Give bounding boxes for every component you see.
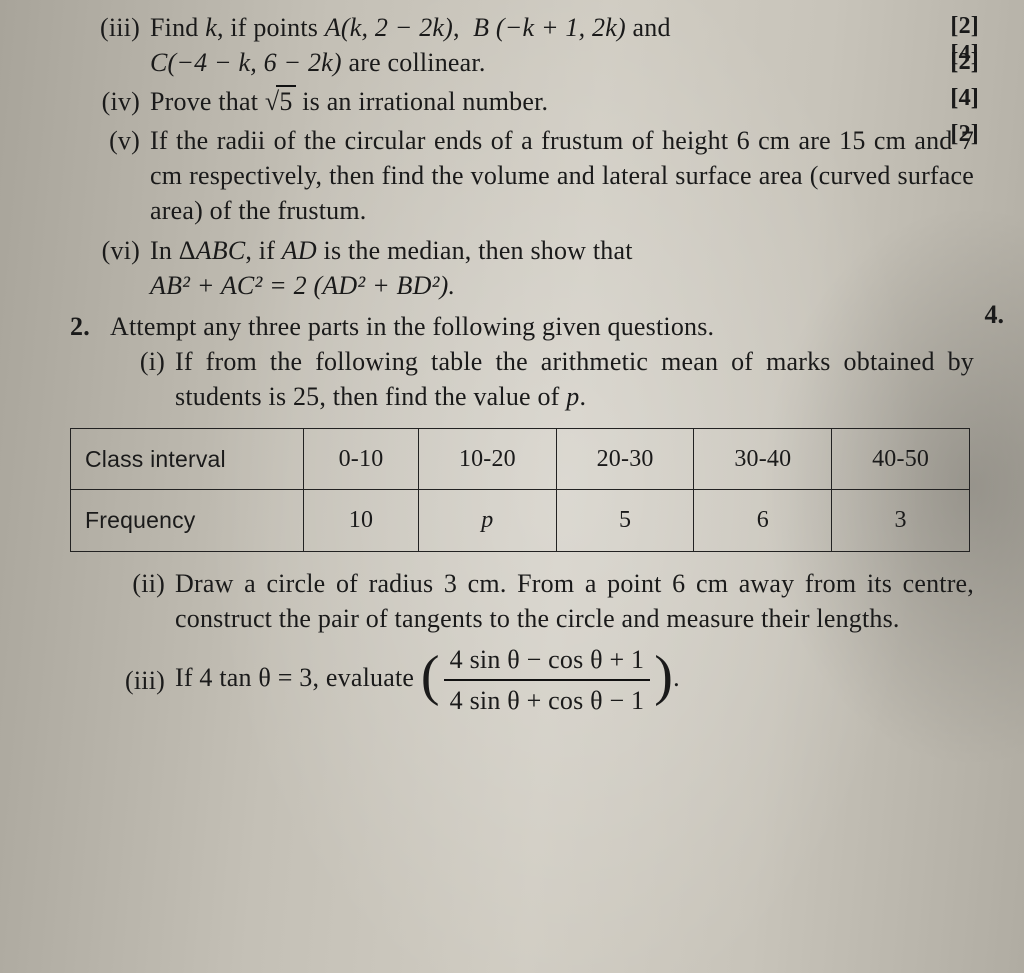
t: is the median, then show that <box>317 236 633 265</box>
AD: AD <box>282 236 317 265</box>
frac-den: 4 sin θ + cos θ − 1 <box>444 681 651 718</box>
pt-A: A(k, 2 − 2k) <box>325 13 453 42</box>
cell: 6 <box>694 490 832 551</box>
cell: 3 <box>832 490 970 551</box>
lparen-icon: ( <box>421 645 440 707</box>
q1-iv-body: Prove that √5 is an irrational number. [… <box>150 84 974 119</box>
rparen-icon: ) <box>654 645 673 707</box>
dot: . <box>579 382 586 411</box>
q2-lead-text: Attempt any three parts in the following… <box>110 309 974 344</box>
roman-iii2: (iii) <box>110 663 175 698</box>
sqrt-icon: √5 <box>265 84 296 119</box>
q2-i-body: If from the following table the arithmet… <box>175 344 974 414</box>
roman-iii: (iii) <box>70 10 150 80</box>
q1-vi-body: In ΔABC, if AD is the median, then show … <box>150 233 974 303</box>
rowhead-freq: Frequency <box>71 490 304 551</box>
q1-v-body: If the radii of the circular ends of a f… <box>150 123 974 228</box>
roman-i: (i) <box>110 344 175 414</box>
t: Draw a circle of radius 3 cm. From a poi… <box>175 569 974 633</box>
roman-vi: (vi) <box>70 233 150 303</box>
pt-B: B (−k + 1, 2k) <box>473 13 626 42</box>
margin-question-num: 4. <box>985 300 1005 330</box>
t: If 4 tan θ = 3, evaluate <box>175 663 421 692</box>
fraction: 4 sin θ − cos θ + 14 sin θ + cos θ − 1 <box>444 642 651 718</box>
rowhead-class: Class interval <box>71 429 304 490</box>
eq: AB² + AC² = 2 (AD² + BD²). <box>150 271 455 300</box>
t: Prove that <box>150 87 265 116</box>
radicand: 5 <box>276 85 295 116</box>
cell: 0-10 <box>304 429 419 490</box>
q1-iii-body: Find k, if points A(k, 2 − 2k), B (−k + … <box>150 10 974 80</box>
t: is an irrational number. <box>296 87 549 116</box>
cell: 20-30 <box>556 429 694 490</box>
roman-v: (v) <box>70 123 150 228</box>
table-row: Frequency 10 p 5 6 3 <box>71 490 970 551</box>
var-p: p <box>566 382 579 411</box>
q2-num: 2. <box>70 309 110 344</box>
t: In Δ <box>150 236 196 265</box>
frequency-table: Class interval 0-10 10-20 20-30 30-40 40… <box>70 428 970 552</box>
cell-p: p <box>419 490 557 551</box>
ABC: ABC <box>196 236 246 265</box>
q2-iii: (iii) If 4 tan θ = 3, evaluate (4 sin θ … <box>70 642 974 718</box>
t: , if points <box>217 13 325 42</box>
roman-iv: (iv) <box>70 84 150 119</box>
roman-ii: (ii) <box>110 566 175 636</box>
q2-iii-body: If 4 tan θ = 3, evaluate (4 sin θ − cos … <box>175 642 974 718</box>
t: and <box>626 13 671 42</box>
q1-iv: (iv) Prove that √5 is an irrational numb… <box>70 84 974 119</box>
frac-num: 4 sin θ − cos θ + 1 <box>444 642 651 681</box>
q2-i: (i) If from the following table the arit… <box>70 344 974 414</box>
q1-iii: (iii) Find k, if points A(k, 2 − 2k), B … <box>70 10 974 80</box>
pt-C: C(−4 − k, 6 − 2k) <box>150 48 342 77</box>
q2-ii: (ii) Draw a circle of radius 3 cm. From … <box>70 566 974 636</box>
t: Find <box>150 13 205 42</box>
var-k: k <box>205 13 217 42</box>
q2-ii-body: Draw a circle of radius 3 cm. From a poi… <box>175 566 974 636</box>
q2-lead: 2. Attempt any three parts in the follow… <box>70 309 974 344</box>
marks-v: [2] <box>950 118 979 150</box>
dot: . <box>673 663 680 692</box>
cell: 10-20 <box>419 429 557 490</box>
q1-v: (v) If the radii of the circular ends of… <box>70 123 974 228</box>
cell: 40-50 <box>832 429 970 490</box>
q1-vi: (vi) In ΔABC, if AD is the median, then … <box>70 233 974 303</box>
marks-iii2: [4] <box>950 38 979 70</box>
cell: 10 <box>304 490 419 551</box>
cell: 5 <box>556 490 694 551</box>
t: If the radii of the circular ends of a f… <box>150 126 974 225</box>
marks-ii: [4] <box>950 82 979 114</box>
t: are collinear. <box>342 48 486 77</box>
cell: 30-40 <box>694 429 832 490</box>
t: , if <box>245 236 281 265</box>
exam-content: (iii) Find k, if points A(k, 2 − 2k), B … <box>70 10 974 718</box>
table-row: Class interval 0-10 10-20 20-30 30-40 40… <box>71 429 970 490</box>
